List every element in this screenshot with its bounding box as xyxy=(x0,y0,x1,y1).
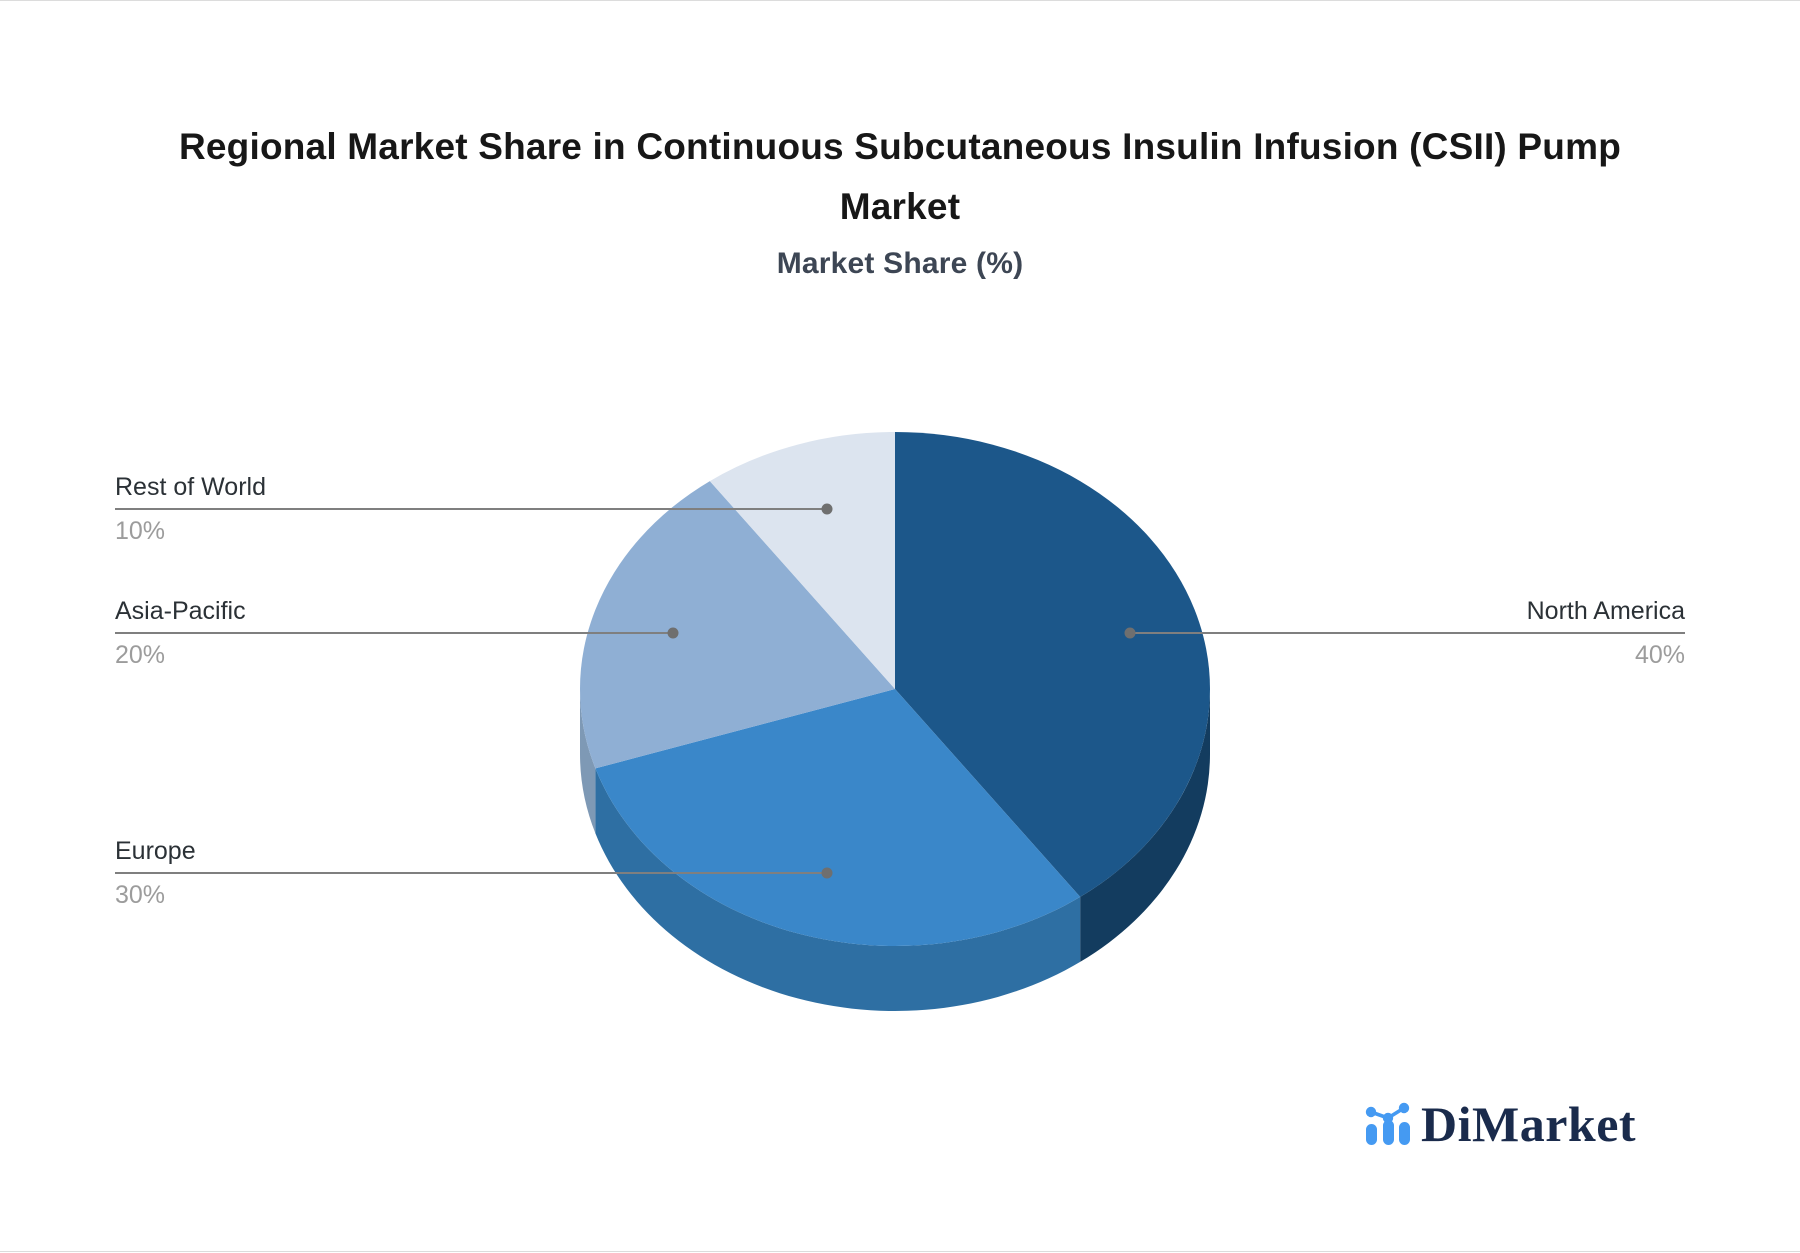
leader-dot-asia-pacific xyxy=(667,627,679,639)
callout-value: 30% xyxy=(115,881,166,909)
pie-slice-north-america[interactable] xyxy=(895,432,1210,897)
pie-slice-rest-of-world[interactable] xyxy=(709,432,895,689)
dimarket-logo: DiMarket xyxy=(1362,1097,1636,1149)
leader-dot-rest-of-world xyxy=(821,503,833,515)
chart-title: Regional Market Share in Continuous Subc… xyxy=(0,117,1800,237)
chart-subtitle: Market Share (%) xyxy=(776,247,1024,280)
pie-slice-europe[interactable] xyxy=(595,689,1081,946)
pie-slice-side-north-america xyxy=(1080,689,1210,962)
pie-slice-asia-pacific[interactable] xyxy=(580,481,895,769)
chart-title-line1: Regional Market Share in Continuous Subc… xyxy=(178,126,1622,167)
pie-slice-side-europe xyxy=(595,768,1081,1011)
chart-title-line2: Market xyxy=(839,186,961,227)
callout-value: 10% xyxy=(115,517,166,545)
callout-label: North America xyxy=(1526,597,1685,625)
callout-value: 40% xyxy=(1634,641,1685,669)
leader-dot-north-america xyxy=(1124,627,1136,639)
callout-label: Asia-Pacific xyxy=(115,597,246,625)
bar-line-chart-icon xyxy=(1365,1102,1410,1145)
logo-text: DiMarket xyxy=(1421,1096,1637,1152)
callout-value: 20% xyxy=(115,641,166,669)
callout-label: Rest of World xyxy=(115,473,266,501)
callout-label: Europe xyxy=(115,837,196,865)
pie-slice-side-asia-pacific xyxy=(580,689,596,834)
leader-dot-europe xyxy=(821,867,833,879)
